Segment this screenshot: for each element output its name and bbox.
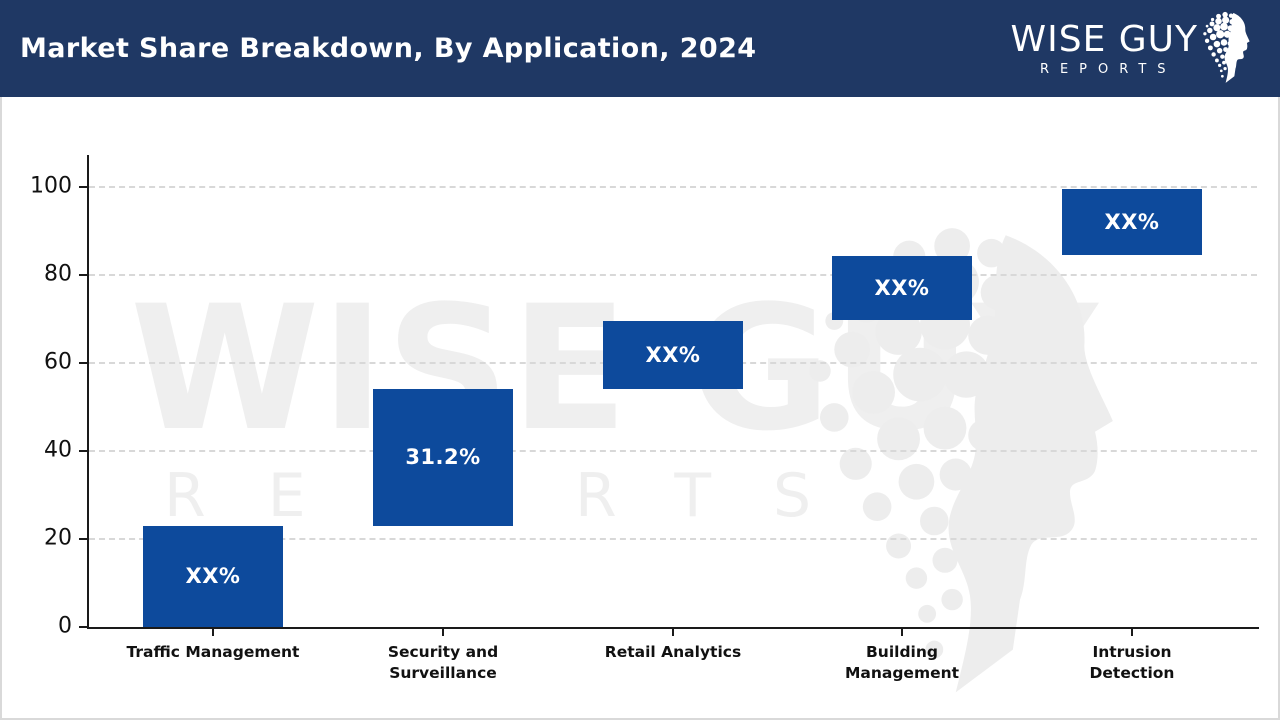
x-axis-label: Building Management (844, 643, 960, 682)
x-axis-label: Security and Surveillance (387, 643, 499, 682)
x-axis-label: Retail Analytics (604, 643, 742, 661)
y-axis-tick (79, 538, 88, 540)
y-axis-label: 20 (44, 525, 72, 551)
bar-value-label: XX% (874, 275, 930, 300)
logo-wordmark-main: WISE GUY (1010, 18, 1198, 60)
bar-segment: XX% (603, 321, 743, 389)
x-axis-tick (672, 628, 674, 636)
bar-segment: XX% (1062, 188, 1202, 255)
y-axis-spine (87, 155, 89, 629)
wiseguy-logo: WISE GUY REPORTS (1011, 9, 1255, 89)
waterfall-plot: 0 20 40 60 80 100 XX% Traffic Management 31.2% Se… (2, 97, 1278, 718)
y-axis-label: 60 (44, 349, 72, 375)
bar-value-label: 31.2% (405, 445, 481, 470)
x-axis-label: Intrusion Detection (1089, 643, 1175, 682)
x-axis-tick (1131, 628, 1133, 636)
y-axis-label: 0 (58, 613, 72, 639)
gridline (89, 450, 1257, 452)
x-axis-tick (212, 628, 214, 636)
gridline (89, 186, 1257, 188)
bar-value-label: XX% (1104, 209, 1160, 234)
y-axis-label: 40 (44, 437, 72, 463)
logo-face-icon (1194, 9, 1254, 89)
x-axis-tick (901, 628, 903, 636)
page-title: Market Share Breakdown, By Application, … (20, 33, 757, 64)
gridline (89, 538, 1257, 540)
logo-wordmark: WISE GUY REPORTS (1010, 18, 1199, 77)
bar-segment: 31.2% (373, 388, 513, 526)
x-axis-tick (442, 628, 444, 636)
bar-value-label: XX% (645, 342, 701, 367)
logo-wordmark-sub: REPORTS (1039, 61, 1177, 77)
y-axis-tick (79, 274, 88, 276)
y-axis-tick (79, 450, 88, 452)
bar-segment: XX% (832, 256, 972, 320)
y-axis-label: 100 (30, 173, 72, 199)
bar-segment: XX% (143, 525, 283, 627)
y-axis-label: 80 (44, 261, 72, 287)
y-axis-tick (79, 362, 88, 364)
y-axis-tick (79, 626, 88, 628)
chart-area: WISE GUY REPORTS 020406080100XX%Traffic … (0, 97, 1280, 720)
header-bar: Market Share Breakdown, By Application, … (0, 0, 1280, 97)
y-axis-tick (79, 186, 88, 188)
gridline (89, 274, 1257, 276)
x-axis-label: Traffic Management (126, 643, 300, 661)
bar-value-label: XX% (185, 564, 241, 589)
